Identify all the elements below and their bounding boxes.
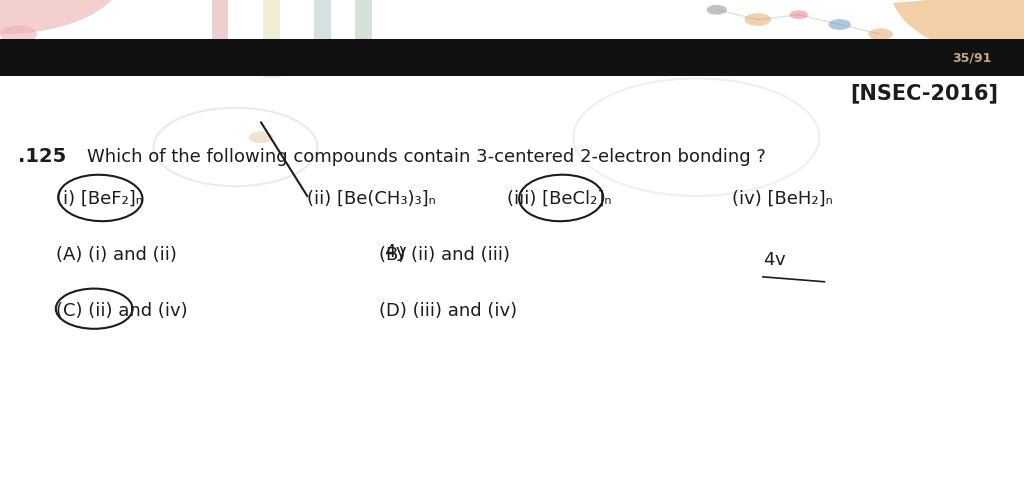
Circle shape [744, 13, 771, 26]
Text: (iii) [BeCl₂]ₙ: (iii) [BeCl₂]ₙ [507, 190, 611, 207]
Text: $\mathit{\mathsf{4v}}$: $\mathit{\mathsf{4v}}$ [763, 251, 786, 269]
Text: (B) (ii) and (iii): (B) (ii) and (iii) [379, 246, 510, 264]
Circle shape [249, 131, 273, 143]
Text: (i) [BeF₂]ₙ: (i) [BeF₂]ₙ [56, 190, 143, 207]
Bar [355, 0, 372, 69]
Text: 35/91: 35/91 [952, 51, 991, 64]
Wedge shape [0, 0, 121, 34]
Text: (D) (iii) and (iv): (D) (iii) and (iv) [379, 302, 517, 320]
Text: (iv) [BeH₂]ₙ: (iv) [BeH₂]ₙ [732, 190, 833, 207]
Text: (C) (ii) and (iv): (C) (ii) and (iv) [56, 302, 188, 320]
Circle shape [868, 28, 893, 40]
Circle shape [828, 19, 851, 30]
Text: .125: .125 [18, 147, 67, 166]
Text: [NSEC-2016]: [NSEC-2016] [850, 83, 998, 103]
Text: Which of the following compounds contain 3-centered 2-electron bonding ?: Which of the following compounds contain… [87, 148, 766, 166]
Bar [263, 0, 280, 78]
Circle shape [0, 25, 37, 43]
Bar [0, 39, 1024, 76]
Text: $\mathit{\mathsf{4y}}$: $\mathit{\mathsf{4y}}$ [384, 242, 408, 263]
Text: (A) (i) and (ii): (A) (i) and (ii) [56, 246, 177, 264]
Bar [212, 0, 228, 64]
Text: (ii) [Be(CH₃)₃]ₙ: (ii) [Be(CH₃)₃]ₙ [307, 190, 436, 207]
Circle shape [707, 5, 727, 15]
Circle shape [790, 10, 808, 19]
Bar [314, 0, 331, 54]
Wedge shape [893, 0, 1024, 64]
